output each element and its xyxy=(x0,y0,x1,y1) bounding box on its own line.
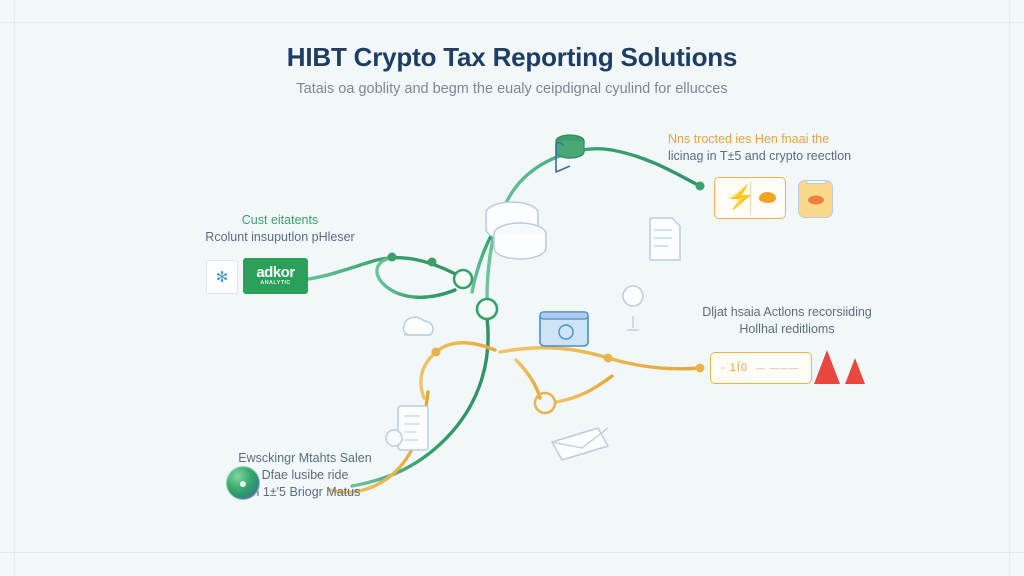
branch-line-market-status-2: in 1±'5 Briogr Matus xyxy=(249,485,361,499)
pill-dashes: — ——— xyxy=(756,363,800,373)
wire-ring-to-right xyxy=(554,374,614,404)
junction-nodes xyxy=(452,268,499,321)
flag-icon xyxy=(555,141,571,173)
lightning-bolt-icon: ⚡ xyxy=(726,184,755,210)
branch-tax-filing[interactable]: Nns trocted ies Hen fnaai the licinag in… xyxy=(668,131,998,165)
database-cylinder-icon xyxy=(555,134,585,159)
frame-border-right xyxy=(1009,0,1010,576)
badge-main-label: adkor xyxy=(256,264,295,281)
wire-hub-left-spur xyxy=(419,341,497,400)
branch-heading-market-status: Ewsckingr Mtahts Salen xyxy=(238,451,372,465)
branch-line-account-setup-1: Rcolunt insuputlon pHleser xyxy=(205,230,355,244)
header-block: HIBT Crypto Tax Reporting Solutions Tata… xyxy=(0,40,1024,99)
page-title: HIBT Crypto Tax Reporting Solutions xyxy=(286,42,738,72)
traffic-cone-icon-small xyxy=(845,358,865,384)
form-document-icon xyxy=(385,405,429,451)
white-chip-icon[interactable]: ✻ xyxy=(206,260,238,294)
branch-line-actions-1: Hollhal reditlioms xyxy=(739,322,835,336)
document-stack-icon xyxy=(485,201,547,260)
branch-heading-tax-filing: Nns trocted ies Hen fnaai the xyxy=(668,132,830,146)
cloud-icon xyxy=(402,316,434,336)
envelope-icon xyxy=(551,427,609,461)
wire-ring-tail xyxy=(514,358,542,400)
traffic-cone-icon-large xyxy=(814,350,840,384)
document-page-icon xyxy=(649,217,681,261)
jar-lid xyxy=(805,181,826,184)
branch-actions-reconciling[interactable]: Dljat hsaia Actlons recorsiiding Hollhal… xyxy=(632,304,942,338)
wire-hub-to-account-setup xyxy=(298,255,465,282)
gradient-orb-icon[interactable]: ● xyxy=(226,466,260,500)
coin-jar-icon[interactable] xyxy=(798,180,833,218)
junction-node-amber xyxy=(533,391,557,415)
blob-icon xyxy=(759,192,776,203)
wire-left-loop xyxy=(375,256,457,299)
jar-coin xyxy=(807,195,824,205)
box-divider xyxy=(750,182,751,214)
wire-hub-to-tax-filing xyxy=(485,147,702,302)
frame-border-left xyxy=(14,0,15,576)
badge-sub-label: ANALYTIC xyxy=(260,280,291,286)
chip-glyph: ✻ xyxy=(215,268,229,286)
branch-line-tax-filing-1: licinag in T±5 and crypto reectlon xyxy=(668,149,852,163)
page-subtitle: Tatais oa goblity and begm the eualy cei… xyxy=(296,81,728,97)
junction-node-center xyxy=(475,297,499,321)
frame-border-top xyxy=(0,22,1024,23)
frame-border-bottom xyxy=(0,552,1024,553)
branch-market-status[interactable]: Ewsckingr Mtahts Salen Dfae lusibe ride … xyxy=(185,450,425,501)
pill-value: - 1Ï0 xyxy=(721,362,749,374)
value-pill[interactable]: - 1Ï0 — ——— xyxy=(710,352,812,384)
branch-account-setup[interactable]: Cust eitatents Rcolunt insuputlon pHlese… xyxy=(130,212,430,246)
wallet-card-icon xyxy=(539,311,589,347)
bolt-blob-box[interactable]: ⚡ xyxy=(714,177,786,219)
wire-hub-to-actions xyxy=(498,346,702,371)
branch-heading-actions: Dljat hsaia Actlons recorsiiding xyxy=(702,305,872,319)
branch-heading-account-setup: Cust eitatents xyxy=(241,213,319,227)
branch-line-market-status-1: Dfae lusibe ride xyxy=(261,468,349,482)
junction-node-left xyxy=(452,268,474,290)
junction-dots xyxy=(387,252,437,267)
wire-stem-upper xyxy=(470,212,507,294)
green-badge-icon[interactable]: adkor ANALYTIC xyxy=(243,258,308,294)
